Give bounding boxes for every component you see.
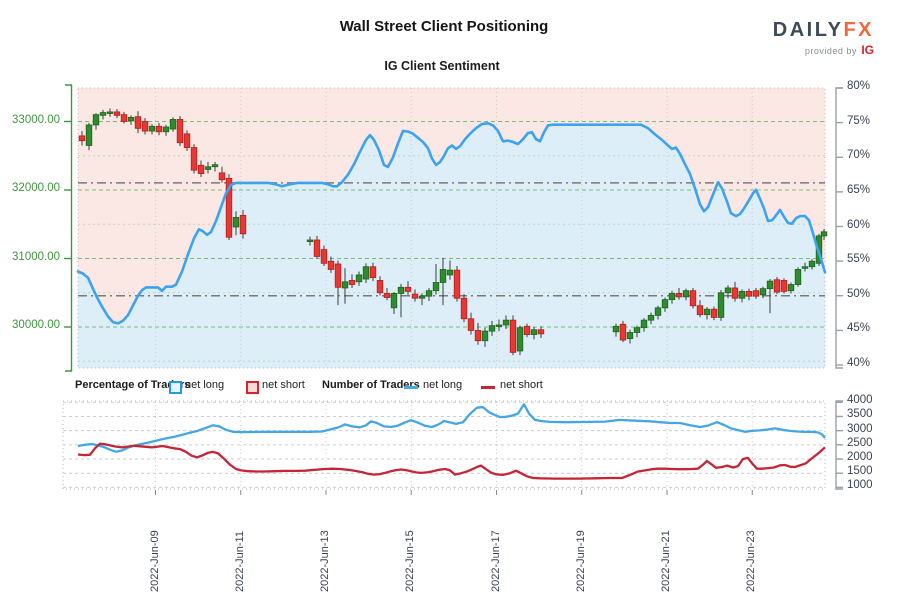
price-axis-label: 33000.00 [12,113,60,126]
price-axis-label: 30000.00 [12,319,60,331]
count-axis-label: 2000 [847,451,873,464]
pct-axis-label: 50% [847,287,871,300]
count-axis-label: 2500 [847,436,873,449]
count-axis-label: 1000 [847,479,873,492]
count-axis-label: 3000 [847,422,873,435]
date-axis-label: 2022-Jun-15 [404,530,417,592]
legend-pct-net-long-label: net long [185,379,225,391]
legend-pct-net-short-label: net short [262,379,305,391]
date-axis-label: 2022-Jun-09 [148,530,161,592]
pct-axis-label: 65% [847,183,871,196]
count-axis-label: 1500 [847,465,873,478]
chart-title: IG Client Sentiment [384,59,500,73]
net-short-swatch [246,381,259,394]
ig-logo-text: IG [861,43,874,57]
pct-axis-label: 55% [847,253,871,266]
legend: Percentage of Traders net long net short… [0,379,900,395]
date-axis-label: 2022-Jun-21 [660,530,672,592]
legend-number-of-traders-label: Number of Traders [322,379,420,391]
pct-axis-label: 70% [847,149,871,162]
date-axis-label: 2022-Jun-19 [574,530,587,592]
page-title: Wall Street Client Positioning [339,18,549,35]
pct-axis-label: 40% [847,357,871,369]
legend-percentage-of-traders-label: Percentage of Traders [75,379,191,391]
price-axis-label: 32000.00 [12,182,60,194]
dailyfx-logo: DAILYFX provided by IG [773,20,874,61]
logo-fx-text: FX [843,19,874,41]
count-axis-label: 4000 [847,394,873,407]
legend-num-net-short-label: net short [500,379,543,391]
price-axis-label: 31000.00 [12,250,60,263]
date-axis-label: 2022-Jun-13 [319,530,331,592]
dailyfx-wordmark: DAILYFX [773,20,874,40]
pct-axis-label: 60% [847,218,871,231]
provided-by-text: provided by [804,46,857,56]
date-axis-label: 2022-Jun-23 [745,530,758,592]
date-axis-label: 2022-Jun-17 [489,530,502,592]
legend-num-net-long-label: net long [423,379,463,391]
net-short-line-swatch [481,386,495,389]
pct-axis-label: 80% [847,80,871,92]
count-axis-label: 3500 [847,408,873,421]
pct-axis-label: 75% [847,114,871,127]
logo-daily-text: DAILY [772,19,844,41]
logo-provided-by: provided by IG [773,40,874,61]
date-axis-label: 2022-Jun-11 [233,531,246,592]
net-long-swatch [169,381,182,394]
pct-axis-label: 45% [847,322,871,335]
net-long-line-swatch [404,386,418,389]
